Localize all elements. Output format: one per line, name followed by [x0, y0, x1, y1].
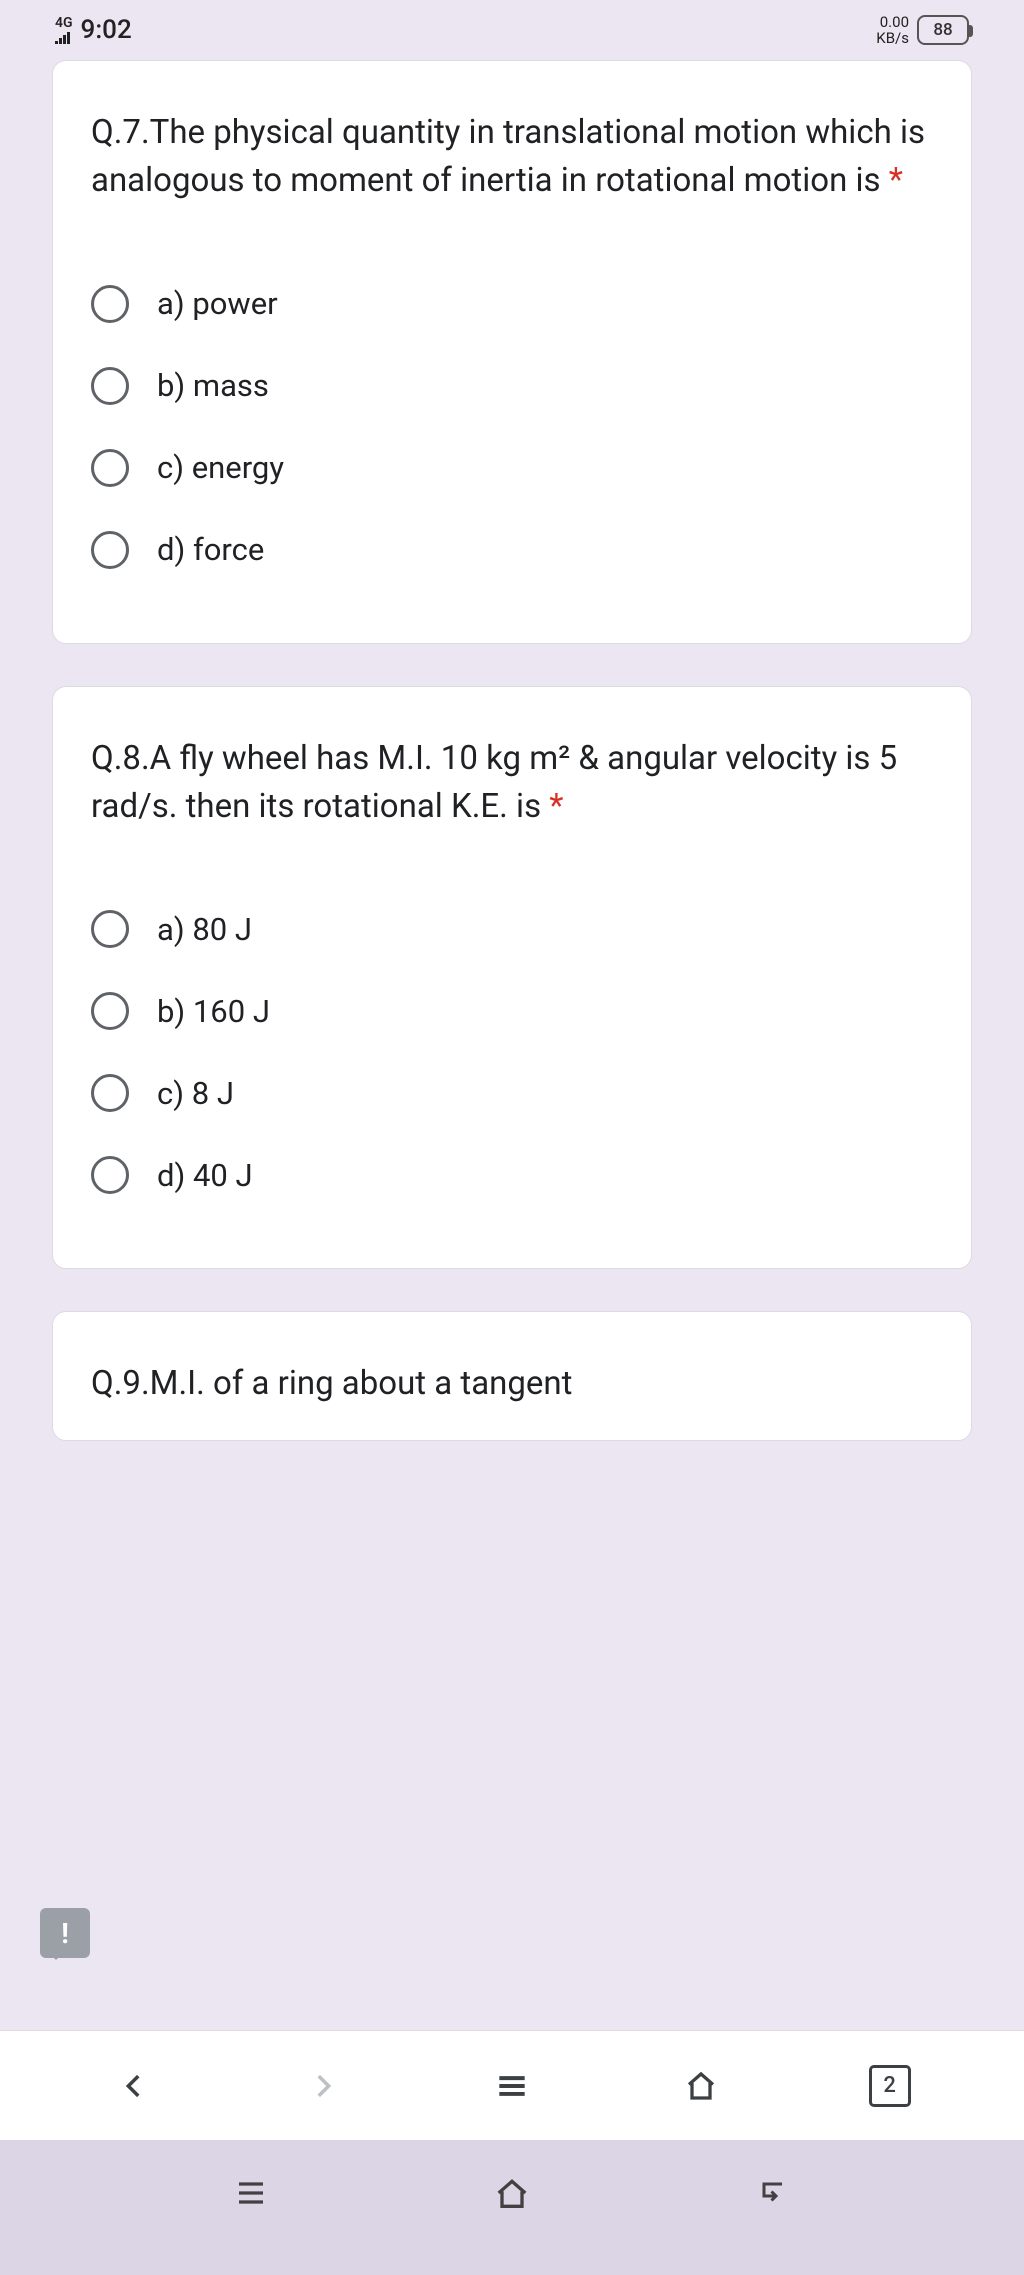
- network-type: 4G: [55, 16, 73, 30]
- battery-icon: 88: [917, 15, 969, 45]
- option-c[interactable]: c) 8 J: [91, 1052, 933, 1134]
- radio-icon: [91, 992, 129, 1030]
- question-card-7: Q.7.The physical quantity in translation…: [52, 60, 972, 644]
- status-left: 4G 9:02: [55, 15, 132, 45]
- tab-count-label: 2: [883, 2073, 896, 2098]
- option-label: c) 8 J: [157, 1075, 234, 1112]
- status-bar: 4G 9:02 0.00KB/s 88: [0, 0, 1024, 60]
- question-text: Q.9.M.I. of a ring about a tangent: [91, 1360, 933, 1408]
- option-label: a) power: [157, 285, 278, 322]
- data-speed: 0.00KB/s: [876, 14, 909, 47]
- report-issue-button[interactable]: !: [40, 1908, 90, 1958]
- clock: 9:02: [81, 15, 132, 45]
- radio-icon: [91, 531, 129, 569]
- status-right: 0.00KB/s 88: [876, 14, 969, 47]
- option-b[interactable]: b) 160 J: [91, 970, 933, 1052]
- option-d[interactable]: d) 40 J: [91, 1134, 933, 1216]
- option-label: c) energy: [157, 449, 284, 486]
- option-a[interactable]: a) 80 J: [91, 888, 933, 970]
- back-icon[interactable]: [104, 2056, 164, 2116]
- menu-icon[interactable]: [482, 2056, 542, 2116]
- required-marker: *: [549, 787, 563, 826]
- home-button-icon[interactable]: [477, 2168, 547, 2218]
- option-b[interactable]: b) mass: [91, 345, 933, 427]
- signal-icon: 4G: [55, 16, 73, 44]
- radio-icon: [91, 1156, 129, 1194]
- tabs-button[interactable]: 2: [860, 2056, 920, 2116]
- option-label: b) mass: [157, 367, 269, 404]
- option-c[interactable]: c) energy: [91, 427, 933, 509]
- form-content: Q.7.The physical quantity in translation…: [0, 60, 1024, 1441]
- radio-icon: [91, 367, 129, 405]
- radio-icon: [91, 285, 129, 323]
- question-card-8: Q.8.A fly wheel has M.I. 10 kg m² & angu…: [52, 686, 972, 1270]
- required-marker: *: [889, 161, 903, 200]
- question-text: Q.8.A fly wheel has M.I. 10 kg m² & angu…: [91, 735, 933, 831]
- option-d[interactable]: d) force: [91, 509, 933, 591]
- question-text: Q.7.The physical quantity in translation…: [91, 109, 933, 205]
- radio-icon: [91, 449, 129, 487]
- home-icon[interactable]: [671, 2056, 731, 2116]
- option-label: d) 40 J: [157, 1157, 253, 1194]
- radio-icon: [91, 910, 129, 948]
- option-a[interactable]: a) power: [91, 263, 933, 345]
- recents-icon[interactable]: [216, 2168, 286, 2218]
- question-card-9: Q.9.M.I. of a ring about a tangent: [52, 1311, 972, 1441]
- option-label: a) 80 J: [157, 911, 252, 948]
- back-button-icon[interactable]: [738, 2168, 808, 2218]
- browser-nav-bar: 2: [0, 2030, 1024, 2140]
- system-nav-bar: [0, 2140, 1024, 2275]
- option-label: b) 160 J: [157, 993, 270, 1030]
- option-label: d) force: [157, 531, 264, 568]
- forward-icon[interactable]: [293, 2056, 353, 2116]
- radio-icon: [91, 1074, 129, 1112]
